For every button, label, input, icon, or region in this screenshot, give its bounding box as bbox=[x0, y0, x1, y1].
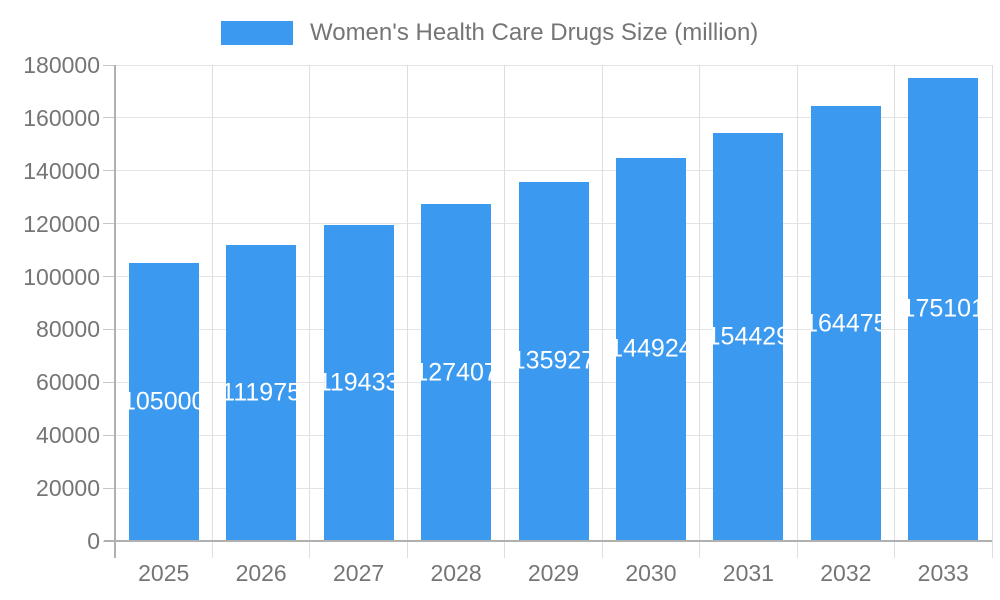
x-axis-label: 2032 bbox=[820, 560, 872, 586]
y-axis-tick bbox=[103, 328, 115, 330]
x-axis-tick bbox=[309, 541, 311, 558]
x-axis-tick bbox=[601, 541, 603, 558]
y-axis-label: 0 bbox=[87, 528, 100, 554]
bar-value-label: 175101 bbox=[908, 294, 979, 323]
y-axis-label: 140000 bbox=[23, 157, 100, 184]
x-axis-baseline bbox=[104, 540, 992, 542]
y-axis-label: 160000 bbox=[23, 104, 100, 131]
x-grid-line bbox=[601, 65, 603, 541]
bar[interactable]: 175101 bbox=[908, 77, 979, 541]
bar-value-label: 127407 bbox=[421, 358, 492, 387]
x-grid-line bbox=[796, 65, 798, 541]
x-grid-line bbox=[504, 65, 506, 541]
bar-value-label: 119433 bbox=[324, 368, 394, 397]
bar-value-label: 105000 bbox=[128, 387, 199, 416]
x-grid-line bbox=[894, 65, 896, 541]
x-axis-label: 2028 bbox=[430, 560, 482, 586]
x-axis-label: 2033 bbox=[917, 560, 969, 586]
bar-value-label: 154429 bbox=[713, 322, 784, 351]
x-axis-label: 2031 bbox=[722, 560, 774, 586]
bar-value-label: 164475 bbox=[810, 309, 881, 338]
x-axis-tick bbox=[504, 541, 506, 558]
y-axis-label: 120000 bbox=[23, 210, 100, 237]
x-axis-label: 2027 bbox=[333, 560, 385, 586]
legend-item[interactable]: Women's Health Care Drugs Size (million) bbox=[221, 19, 758, 47]
y-axis-label: 60000 bbox=[36, 369, 100, 396]
legend-label: Women's Health Care Drugs Size (million) bbox=[310, 19, 759, 46]
bar[interactable]: 154429 bbox=[713, 132, 784, 541]
y-grid-line bbox=[115, 64, 992, 66]
legend-swatch bbox=[221, 21, 293, 45]
bar[interactable]: 144924 bbox=[615, 157, 686, 541]
y-grid-line bbox=[115, 117, 992, 119]
x-axis-label: 2030 bbox=[625, 560, 677, 586]
x-axis-tick bbox=[406, 541, 408, 558]
x-axis-tick bbox=[699, 541, 701, 558]
y-axis-label: 100000 bbox=[23, 263, 100, 290]
bar[interactable]: 111975 bbox=[226, 244, 297, 541]
x-axis-label: 2026 bbox=[235, 560, 287, 586]
y-axis-label: 20000 bbox=[36, 475, 100, 502]
y-axis-tick bbox=[103, 276, 115, 278]
y-axis-label: 180000 bbox=[23, 52, 100, 78]
x-axis-tick bbox=[211, 541, 213, 558]
x-axis-tick bbox=[894, 541, 896, 558]
bar-value-label: 144924 bbox=[615, 334, 686, 363]
x-axis-tick bbox=[991, 541, 993, 558]
y-axis-tick bbox=[103, 170, 115, 172]
x-grid-line bbox=[406, 65, 408, 541]
y-axis-label: 80000 bbox=[36, 316, 100, 343]
y-axis-tick bbox=[103, 434, 115, 436]
x-grid-line bbox=[309, 65, 311, 541]
x-axis-label: 2029 bbox=[527, 560, 580, 586]
x-grid-line bbox=[699, 65, 701, 541]
y-axis-tick bbox=[103, 64, 115, 66]
bar-value-label: 135927 bbox=[518, 346, 589, 375]
bar[interactable]: 135927 bbox=[518, 181, 589, 541]
bar[interactable]: 164475 bbox=[810, 106, 881, 541]
y-axis-tick bbox=[103, 487, 115, 489]
x-axis-tick bbox=[796, 541, 798, 558]
y-axis-line bbox=[114, 65, 116, 558]
y-axis-tick bbox=[103, 381, 115, 383]
bar[interactable]: 127407 bbox=[421, 204, 492, 541]
bar[interactable]: 119433 bbox=[323, 225, 394, 541]
x-grid-line bbox=[211, 65, 213, 541]
bar-value-label: 111975 bbox=[226, 378, 297, 407]
y-grid-line bbox=[115, 170, 992, 172]
y-axis-tick bbox=[103, 117, 115, 119]
bar[interactable]: 105000 bbox=[128, 263, 199, 541]
y-axis-tick bbox=[103, 223, 115, 225]
y-axis-label: 40000 bbox=[36, 422, 100, 449]
x-grid-line bbox=[991, 65, 993, 541]
x-axis-label: 2025 bbox=[138, 560, 190, 586]
